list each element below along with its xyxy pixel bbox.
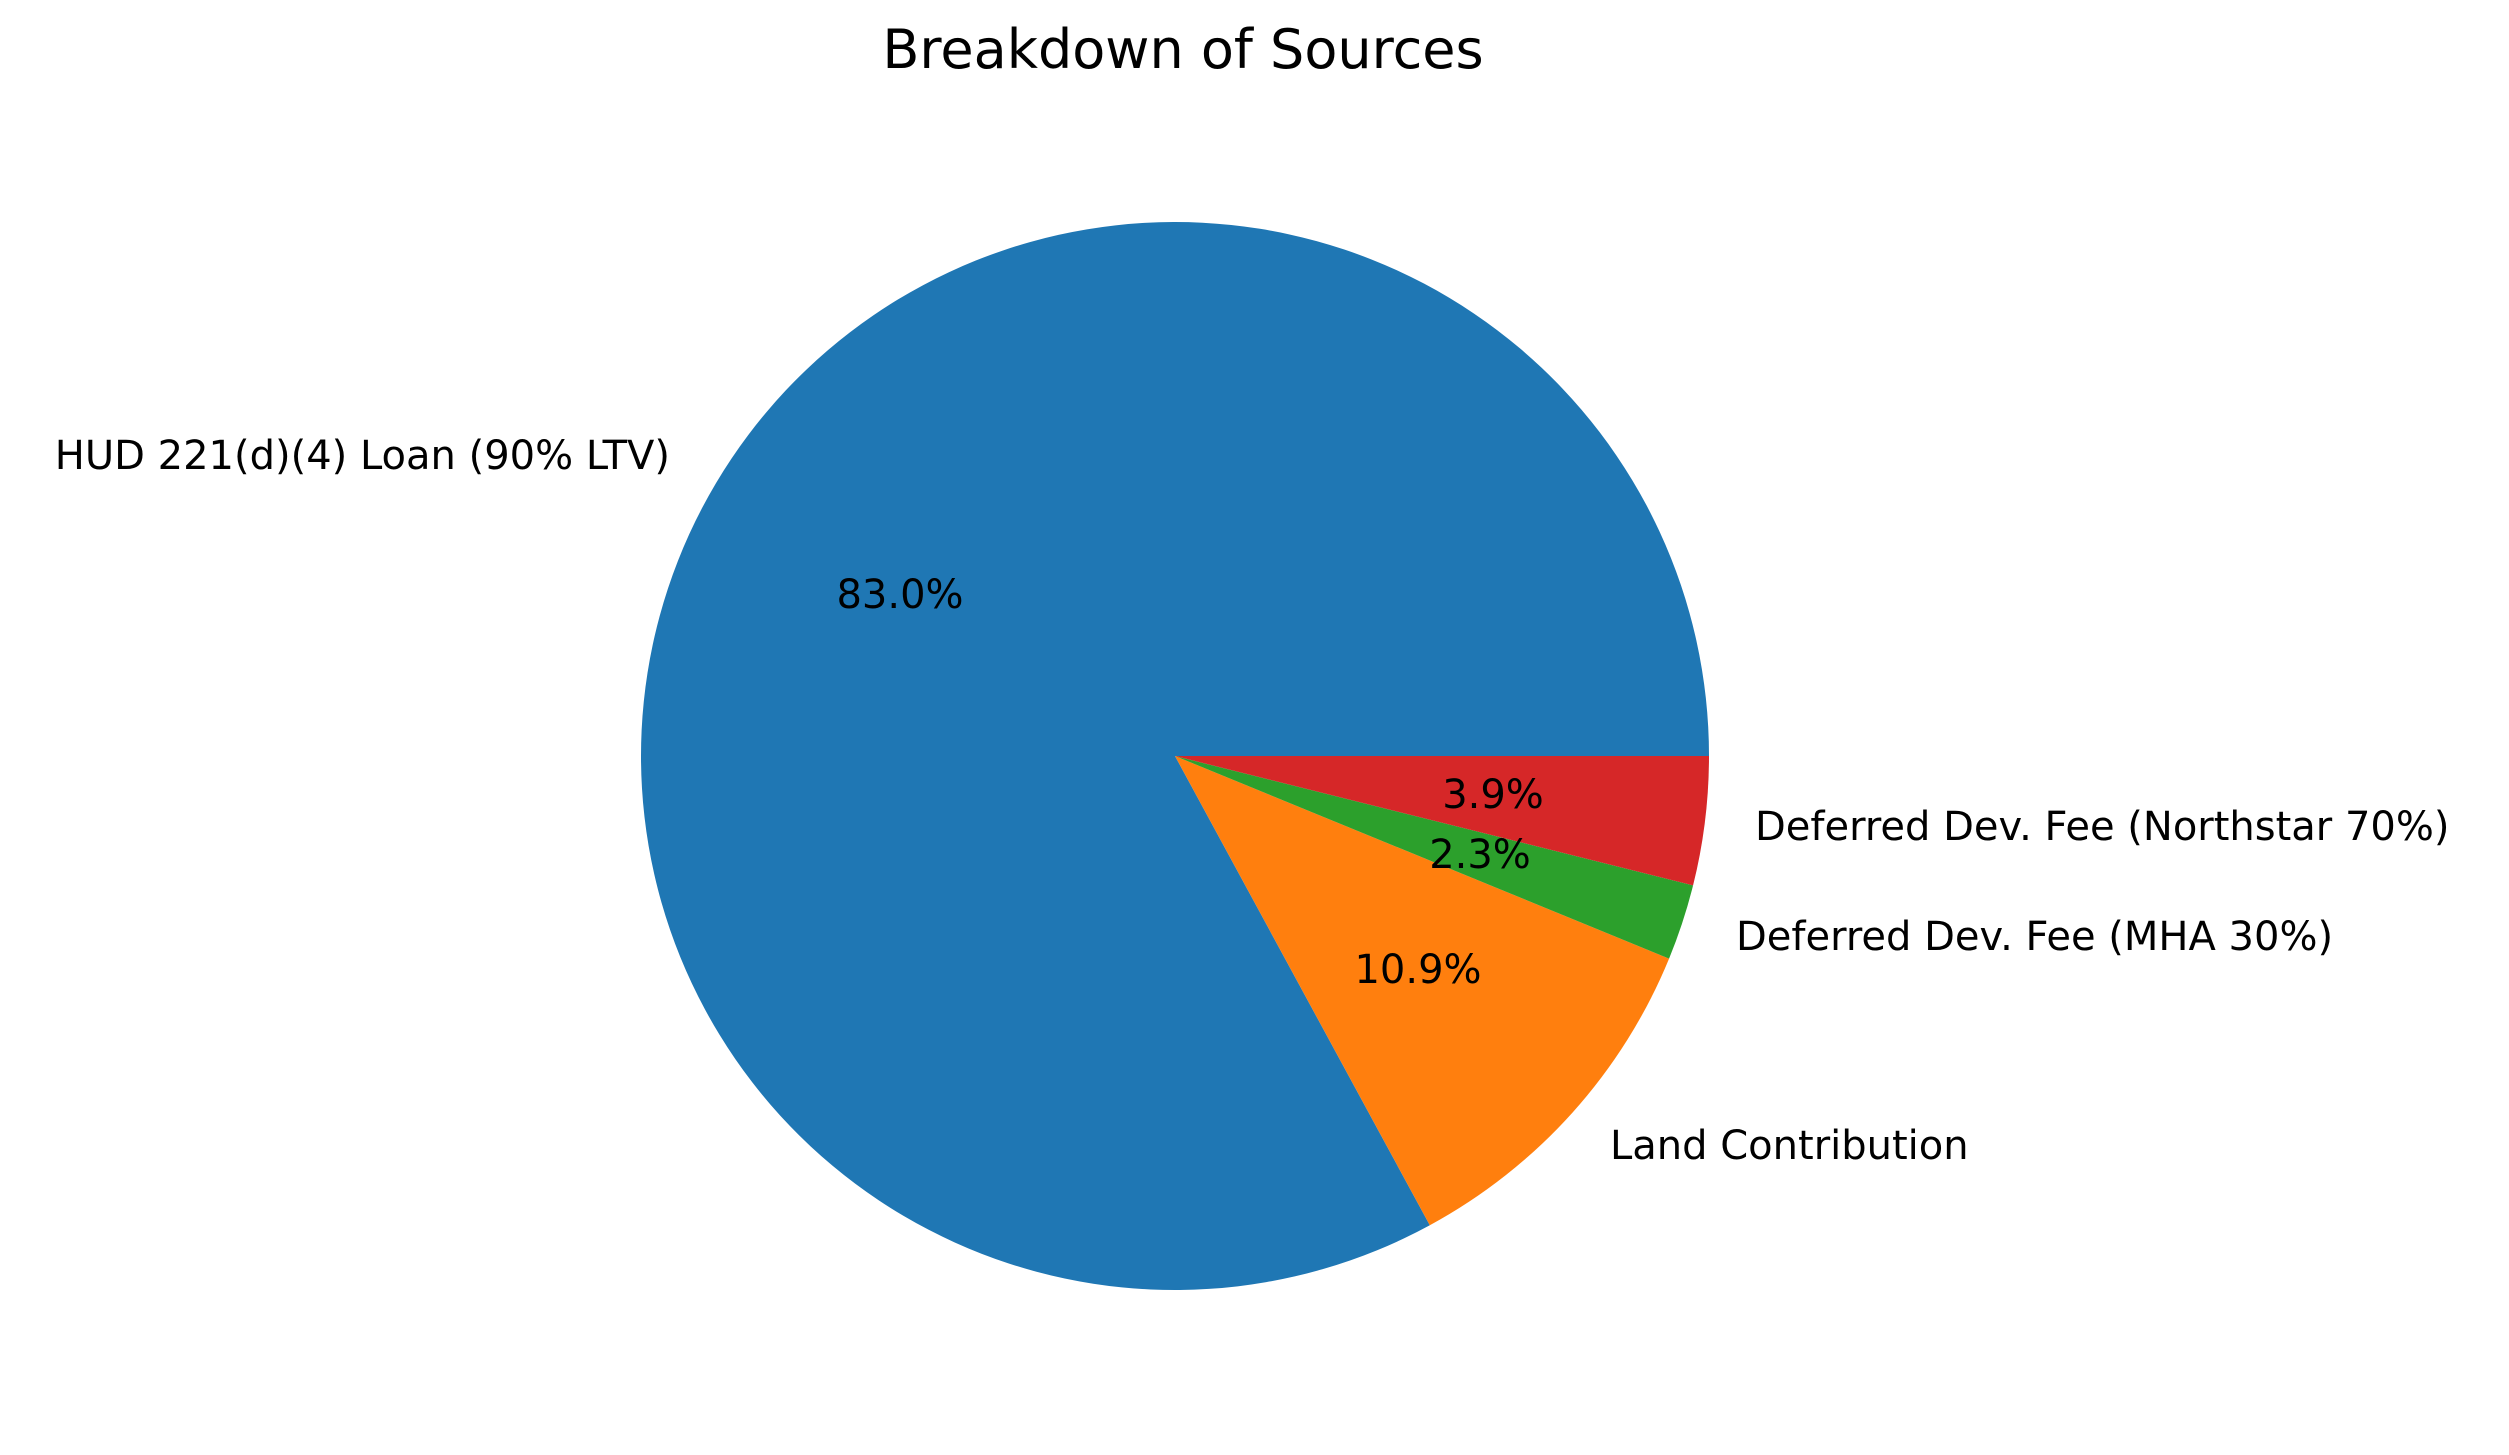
slice-label-land-contribution: Land Contribution [1610, 1123, 1969, 1169]
pie-slice-hud-loan [641, 222, 1709, 1291]
pct-label-deferred-fee-northstar: 3.9% [1442, 772, 1544, 818]
pie-slice-land-contribution [1175, 756, 1670, 1226]
slice-label-deferred-fee-northstar: Deferred Dev. Fee (Northstar 70%) [1755, 804, 2450, 850]
pie-slice-deferred-fee-mha [1175, 756, 1694, 959]
pie-slice-deferred-fee-northstar [1175, 756, 1709, 886]
pct-label-land-contribution: 10.9% [1354, 947, 1482, 993]
slice-label-deferred-fee-mha: Deferred Dev. Fee (MHA 30%) [1736, 914, 2334, 960]
pct-label-hud-loan: 83.0% [836, 572, 964, 618]
chart-title: Breakdown of Sources [882, 18, 1484, 81]
slice-label-hud-loan: HUD 221(d)(4) Loan (90% LTV) [54, 433, 670, 479]
pct-label-deferred-fee-mha: 2.3% [1429, 832, 1531, 878]
